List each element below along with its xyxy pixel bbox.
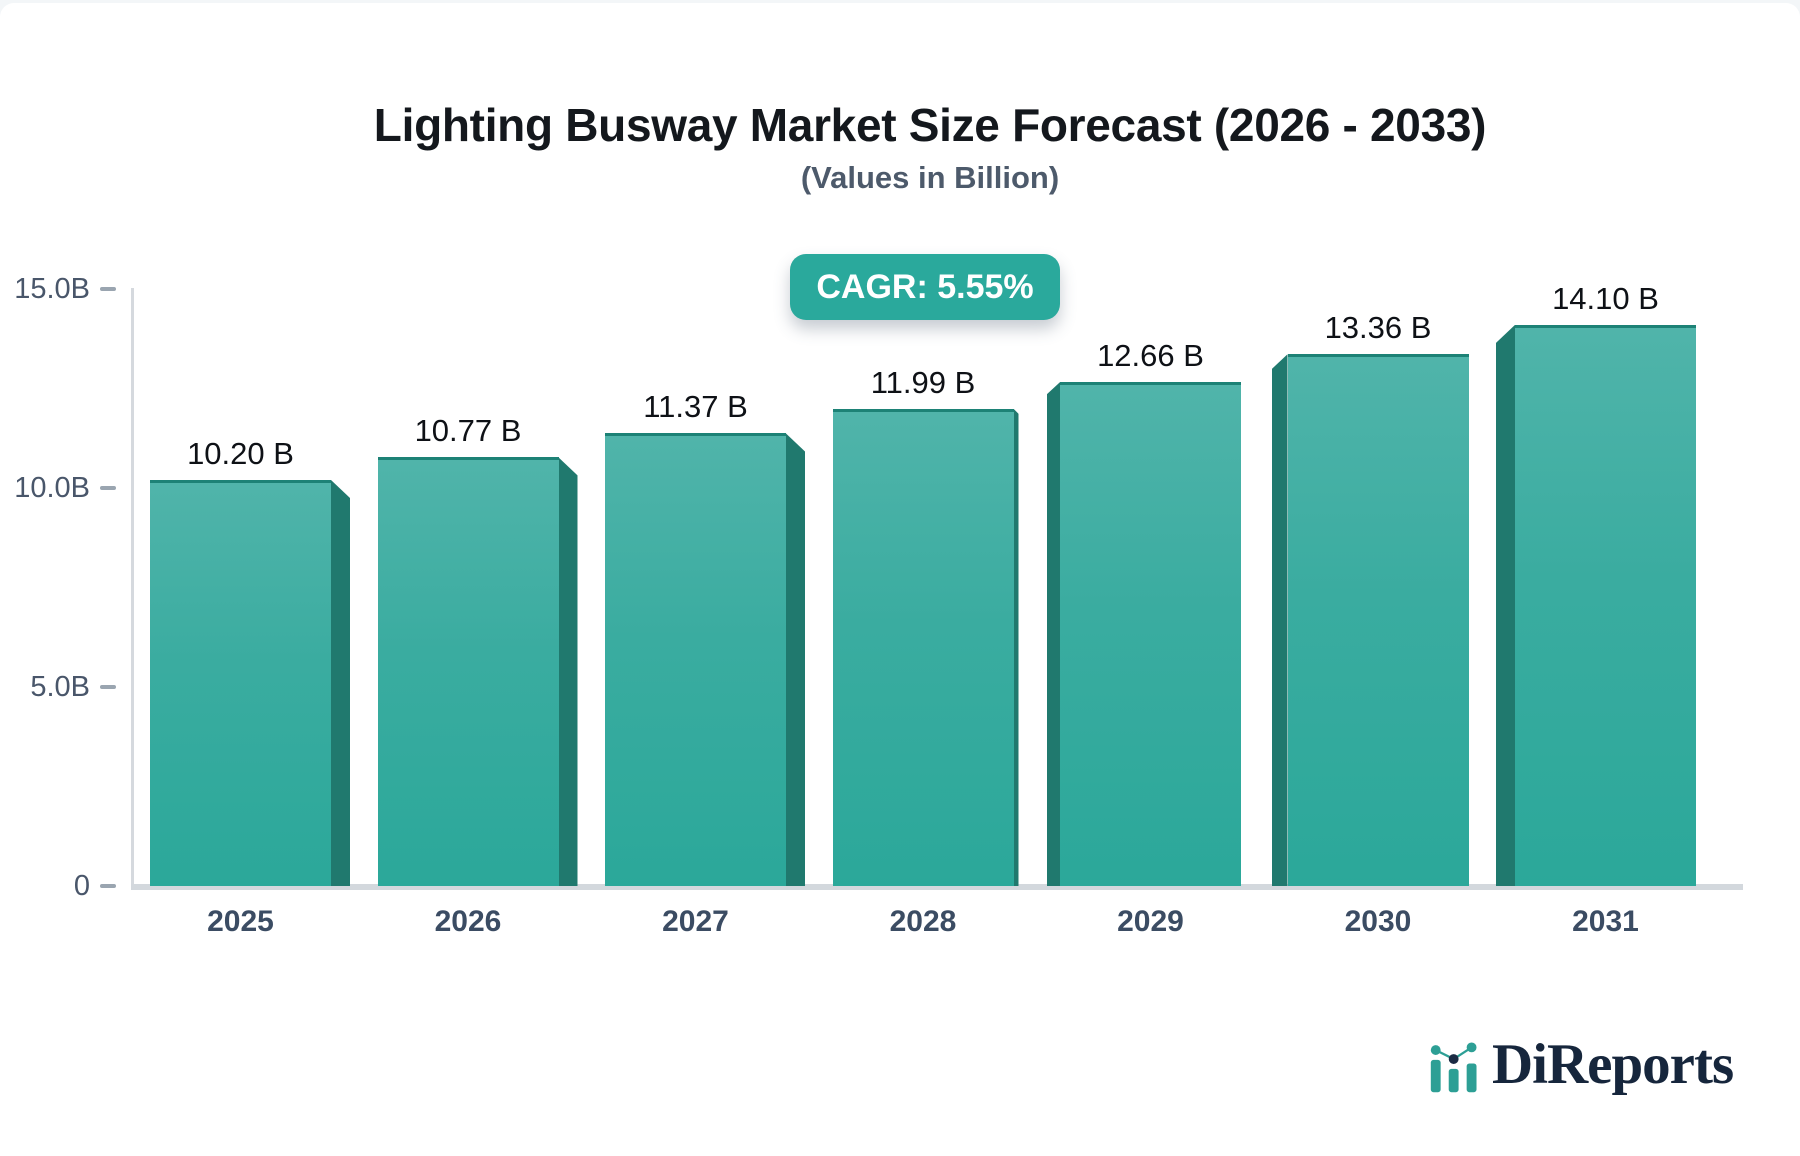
bar-3d-edge [1271,354,1288,886]
bar-3d-edge [558,457,578,886]
bar-value-label: 10.20 B [187,436,294,472]
bar-3d-edge [1047,382,1060,886]
bar-3d-edge [331,480,350,886]
bar-value-label: 11.99 B [870,364,976,400]
y-tick-mark [100,685,116,689]
x-axis-label: 2030 [1344,905,1412,938]
logo-chart-icon [1430,1042,1477,1093]
bar-value-label: 11.37 B [643,389,748,425]
y-axis-line [131,288,134,890]
x-axis-label: 2029 [1117,905,1184,938]
bar-3d-edge [1496,324,1515,886]
bar-2029 [1060,382,1241,886]
bar-2027 [605,433,786,886]
bar-2031 [1515,324,1696,886]
bar-2028 [832,408,1014,886]
bar-value-label: 12.66 B [1097,338,1204,374]
direports-logo: DiReports [1428,1033,1734,1096]
y-tick-mark [100,486,116,490]
logo-text: DiReports [1492,1033,1734,1096]
x-axis-label: 2026 [434,905,502,938]
x-axis-label: 2025 [207,905,274,938]
chart-subtitle: (Values in Billion) [800,160,1060,195]
x-axis-line [131,884,1743,890]
bar-3d-edge [1013,408,1019,886]
bar-2030 [1287,354,1469,886]
y-tick-label: 10.0B [14,472,90,504]
x-axis-label: 2031 [1572,905,1639,938]
bar-value-label: 13.36 B [1324,310,1432,346]
x-axis-label: 2028 [889,905,957,938]
y-tick-mark [100,287,116,291]
bar-3d-edge [786,433,805,886]
bar-value-label: 14.10 B [1552,280,1659,316]
chart-title: Lighting Busway Market Size Forecast (20… [373,99,1487,151]
bar-2026 [377,457,559,886]
y-tick-label: 0 [73,870,90,902]
y-tick-label: 15.0B [14,273,90,305]
y-tick-mark [100,884,116,888]
x-axis-label: 2027 [662,905,729,938]
y-tick-label: 5.0B [30,671,90,703]
bar-value-label: 10.77 B [414,413,522,449]
cagr-label: CAGR: 5.55% [816,267,1034,306]
cagr-badge: CAGR: 5.55% [790,254,1060,320]
bar-2025 [150,480,331,886]
